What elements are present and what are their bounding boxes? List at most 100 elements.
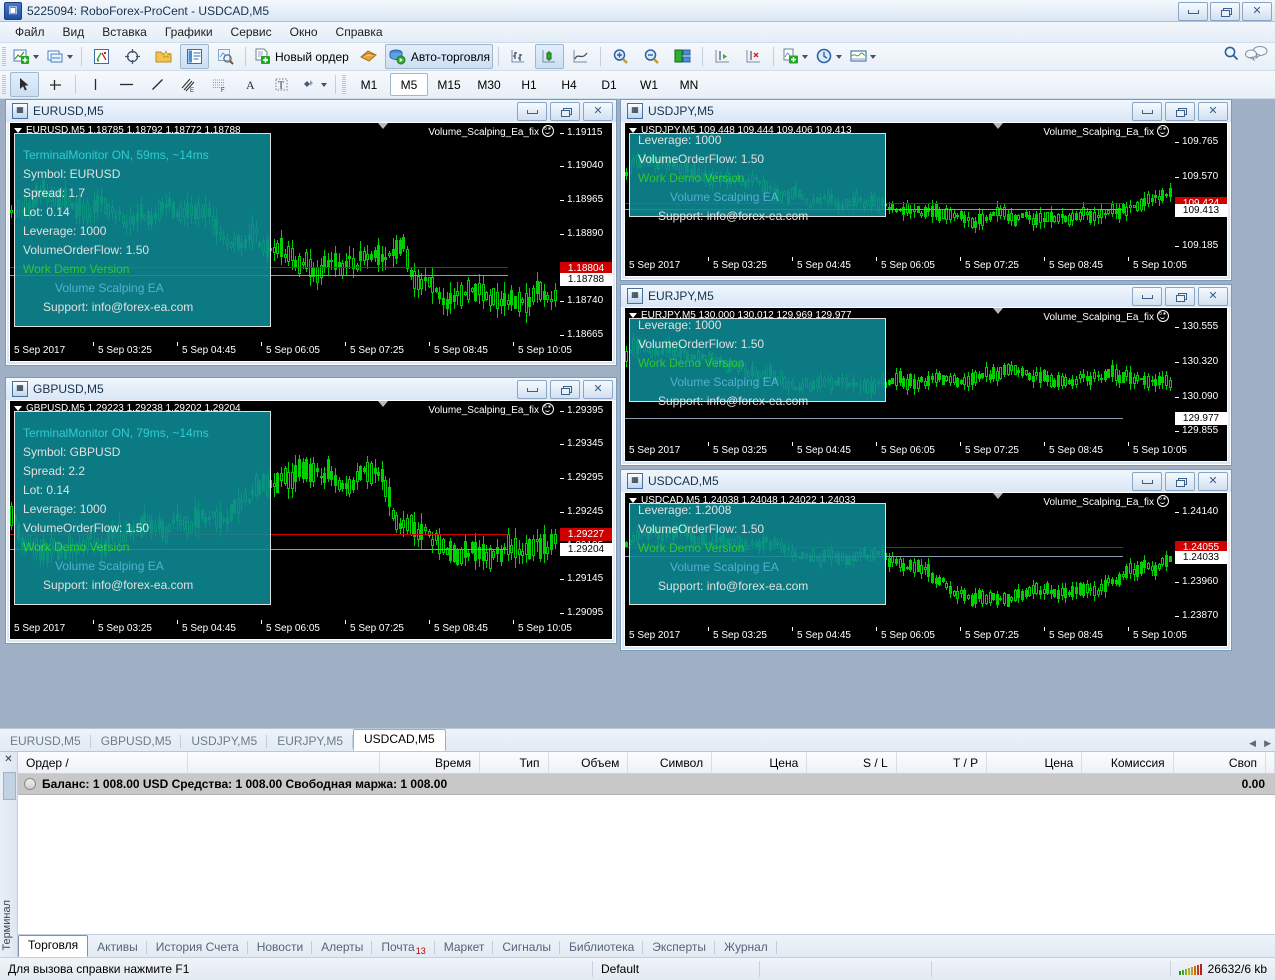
tile-windows-icon[interactable] xyxy=(668,44,697,69)
menu-item-insert[interactable]: Вставка xyxy=(102,25,147,39)
zoom-in-icon[interactable] xyxy=(606,44,635,69)
chart-maximize-button[interactable] xyxy=(550,380,580,399)
chart-tab-usdcad[interactable]: USDCAD,M5 xyxy=(353,729,446,751)
restore-button[interactable] xyxy=(1210,2,1240,21)
indicators-icon[interactable] xyxy=(779,44,811,69)
vertical-line-icon[interactable] xyxy=(81,72,110,97)
price-scale-eurusd[interactable]: 1.19115 1.19040 1.18965 1.18890 1.18815 … xyxy=(560,123,612,343)
column-time[interactable]: Время xyxy=(380,752,481,773)
menu-item-view[interactable]: Вид xyxy=(62,25,85,39)
cursor-icon[interactable] xyxy=(10,72,39,97)
chart-tab-eurusd[interactable]: EURUSD,M5 xyxy=(0,732,91,751)
chart-window-titlebar[interactable]: ▦ EURUSD,M5 ✕ xyxy=(6,100,616,122)
column-stop-loss[interactable]: S / L xyxy=(807,752,897,773)
timeframe-m1[interactable]: M1 xyxy=(360,77,378,92)
chat-icon[interactable] xyxy=(1245,45,1269,64)
terminal-tab-assets[interactable]: Активы xyxy=(88,938,147,957)
terminal-close-icon[interactable]: ✕ xyxy=(4,754,13,765)
minimize-button[interactable] xyxy=(1178,2,1208,21)
chart-maximize-button[interactable] xyxy=(1165,472,1195,491)
autotrading-button[interactable]: Авто-торговля xyxy=(384,44,494,69)
column-blank[interactable] xyxy=(188,752,381,773)
column-swap[interactable]: Своп xyxy=(1174,752,1266,773)
bar-chart-icon[interactable] xyxy=(504,44,533,69)
chart-close-button[interactable]: ✕ xyxy=(1198,472,1228,491)
tools-toolbar-grip[interactable] xyxy=(2,75,6,94)
chart-window-titlebar[interactable]: ▦ USDJPY,M5 ✕ xyxy=(621,100,1231,122)
menu-item-file[interactable]: Файл xyxy=(15,25,45,39)
chart-window-eurjpy[interactable]: ▦ EURJPY,M5 ✕ EURJPY,M5 130.000 130.012 … xyxy=(620,284,1232,466)
chart-canvas-eurjpy[interactable]: EURJPY,M5 130.000 130.012 129.969 129.97… xyxy=(624,307,1228,462)
timeframe-m30[interactable]: M30 xyxy=(477,77,501,92)
timeframe-w1[interactable]: W1 xyxy=(640,77,658,92)
data-window-icon[interactable] xyxy=(118,44,147,69)
price-scale-eurjpy[interactable]: 130.555 130.320 130.090 129.855 129.977 xyxy=(1175,308,1227,443)
column-price-current[interactable]: Цена xyxy=(987,752,1083,773)
auto-scroll-icon[interactable] xyxy=(708,44,737,69)
menu-item-tools[interactable]: Сервис xyxy=(230,25,272,39)
chart-close-button[interactable]: ✕ xyxy=(1198,102,1228,121)
new-chart-icon[interactable] xyxy=(10,44,42,69)
templates-dropdown-caret[interactable] xyxy=(870,54,877,59)
price-scale-usdjpy[interactable]: 109.765 109.570 109.375 109.185 109.424 … xyxy=(1175,123,1227,258)
market-watch-icon[interactable] xyxy=(87,44,116,69)
equidistant-channel-icon[interactable]: E xyxy=(174,72,203,97)
terminal-tab-trade[interactable]: Торговля xyxy=(18,935,89,957)
strategy-tester-icon[interactable] xyxy=(211,44,240,69)
column-commission[interactable]: Комиссия xyxy=(1082,752,1174,773)
chart-shift-icon[interactable] xyxy=(739,44,768,69)
chevron-left-icon[interactable]: ◀ xyxy=(1249,738,1257,748)
menu-item-window[interactable]: Окно xyxy=(289,25,318,39)
chart-canvas-gbpusd[interactable]: GBPUSD,M5 1.29223 1.29238 1.29202 1.2920… xyxy=(9,400,613,640)
column-symbol[interactable]: Символ xyxy=(628,752,713,773)
profiles-dropdown-caret[interactable] xyxy=(67,54,73,59)
search-icon[interactable] xyxy=(1223,45,1239,64)
new-order-button[interactable]: Новый ордер xyxy=(251,44,352,69)
terminal-tab-journal[interactable]: Журнал xyxy=(715,938,777,957)
chart-tab-usdjpy[interactable]: USDJPY,M5 xyxy=(181,732,268,751)
chart-window-titlebar[interactable]: ▦ EURJPY,M5 ✕ xyxy=(621,285,1231,307)
horizontal-line-icon[interactable] xyxy=(112,72,141,97)
chart-window-eurusd[interactable]: ▦ EURUSD,M5 ✕ EURUSD,M5 1.18785 1.18 xyxy=(5,99,617,366)
timeframe-mn[interactable]: MN xyxy=(679,77,699,92)
shapes-icon[interactable] xyxy=(298,72,330,97)
terminal-tab-account-history[interactable]: История Счета xyxy=(147,938,248,957)
crosshair-icon[interactable] xyxy=(41,72,70,97)
chart-canvas-eurusd[interactable]: EURUSD,M5 1.18785 1.18792 1.18772 1.1878… xyxy=(9,122,613,362)
terminal-tab-alerts[interactable]: Алерты xyxy=(312,938,373,957)
price-scale-usdcad[interactable]: 1.24140 1.23960 1.23870 1.24055 1.24033 xyxy=(1175,493,1227,628)
chart-tab-gbpusd[interactable]: GBPUSD,M5 xyxy=(91,732,182,751)
chart-minimize-button[interactable] xyxy=(517,380,547,399)
price-scale-gbpusd[interactable]: 1.29395 1.29345 1.29295 1.29245 1.29195 … xyxy=(560,401,612,621)
zoom-out-icon[interactable] xyxy=(637,44,666,69)
menu-item-help[interactable]: Справка xyxy=(335,25,383,39)
chart-minimize-button[interactable] xyxy=(1132,472,1162,491)
timeframe-m5[interactable]: M5 xyxy=(390,73,428,96)
chart-window-titlebar[interactable]: ▦ GBPUSD,M5 ✕ xyxy=(6,378,616,400)
terminal-tab-library[interactable]: Библиотека xyxy=(560,938,644,957)
indicators-dropdown-caret[interactable] xyxy=(802,54,809,59)
terminal-tab-mailbox[interactable]: Почта13 xyxy=(372,938,436,957)
terminal-scrollbar-thumb[interactable] xyxy=(3,772,16,800)
shapes-dropdown-caret[interactable] xyxy=(321,82,327,87)
templates-icon[interactable] xyxy=(847,44,879,69)
account-balance-row[interactable]: Баланс: 1 008.00 USD Средства: 1 008.00 … xyxy=(18,774,1275,795)
terminal-tab-market[interactable]: Маркет xyxy=(435,938,494,957)
chart-tab-eurjpy[interactable]: EURJPY,M5 xyxy=(267,732,353,751)
terminal-tab-news[interactable]: Новости xyxy=(248,938,313,957)
terminal-tab-signals[interactable]: Сигналы xyxy=(493,938,560,957)
chart-window-titlebar[interactable]: ▦ USDCAD,M5 ✕ xyxy=(621,470,1231,492)
fibonacci-retracement-icon[interactable]: F xyxy=(205,72,234,97)
close-button[interactable]: ✕ xyxy=(1242,2,1272,21)
column-type[interactable]: Тип xyxy=(480,752,549,773)
chevron-right-icon[interactable]: ▶ xyxy=(1264,738,1271,748)
terminal-tab-experts[interactable]: Эксперты xyxy=(643,938,715,957)
chart-window-usdcad[interactable]: ▦ USDCAD,M5 ✕ USDCAD,M5 1.24038 1.240 xyxy=(620,469,1232,651)
chart-window-usdjpy[interactable]: ▦ USDJPY,M5 ✕ USDJPY,M5 109.448 109.4 xyxy=(620,99,1232,281)
text-icon[interactable]: A xyxy=(236,72,265,97)
toolbar-grip[interactable] xyxy=(2,47,6,66)
metaeditor-icon[interactable] xyxy=(354,44,383,69)
timeframe-grip[interactable] xyxy=(342,75,346,94)
column-profit[interactable]: Прибыль xyxy=(1266,752,1275,773)
navigator-icon[interactable] xyxy=(149,44,178,69)
